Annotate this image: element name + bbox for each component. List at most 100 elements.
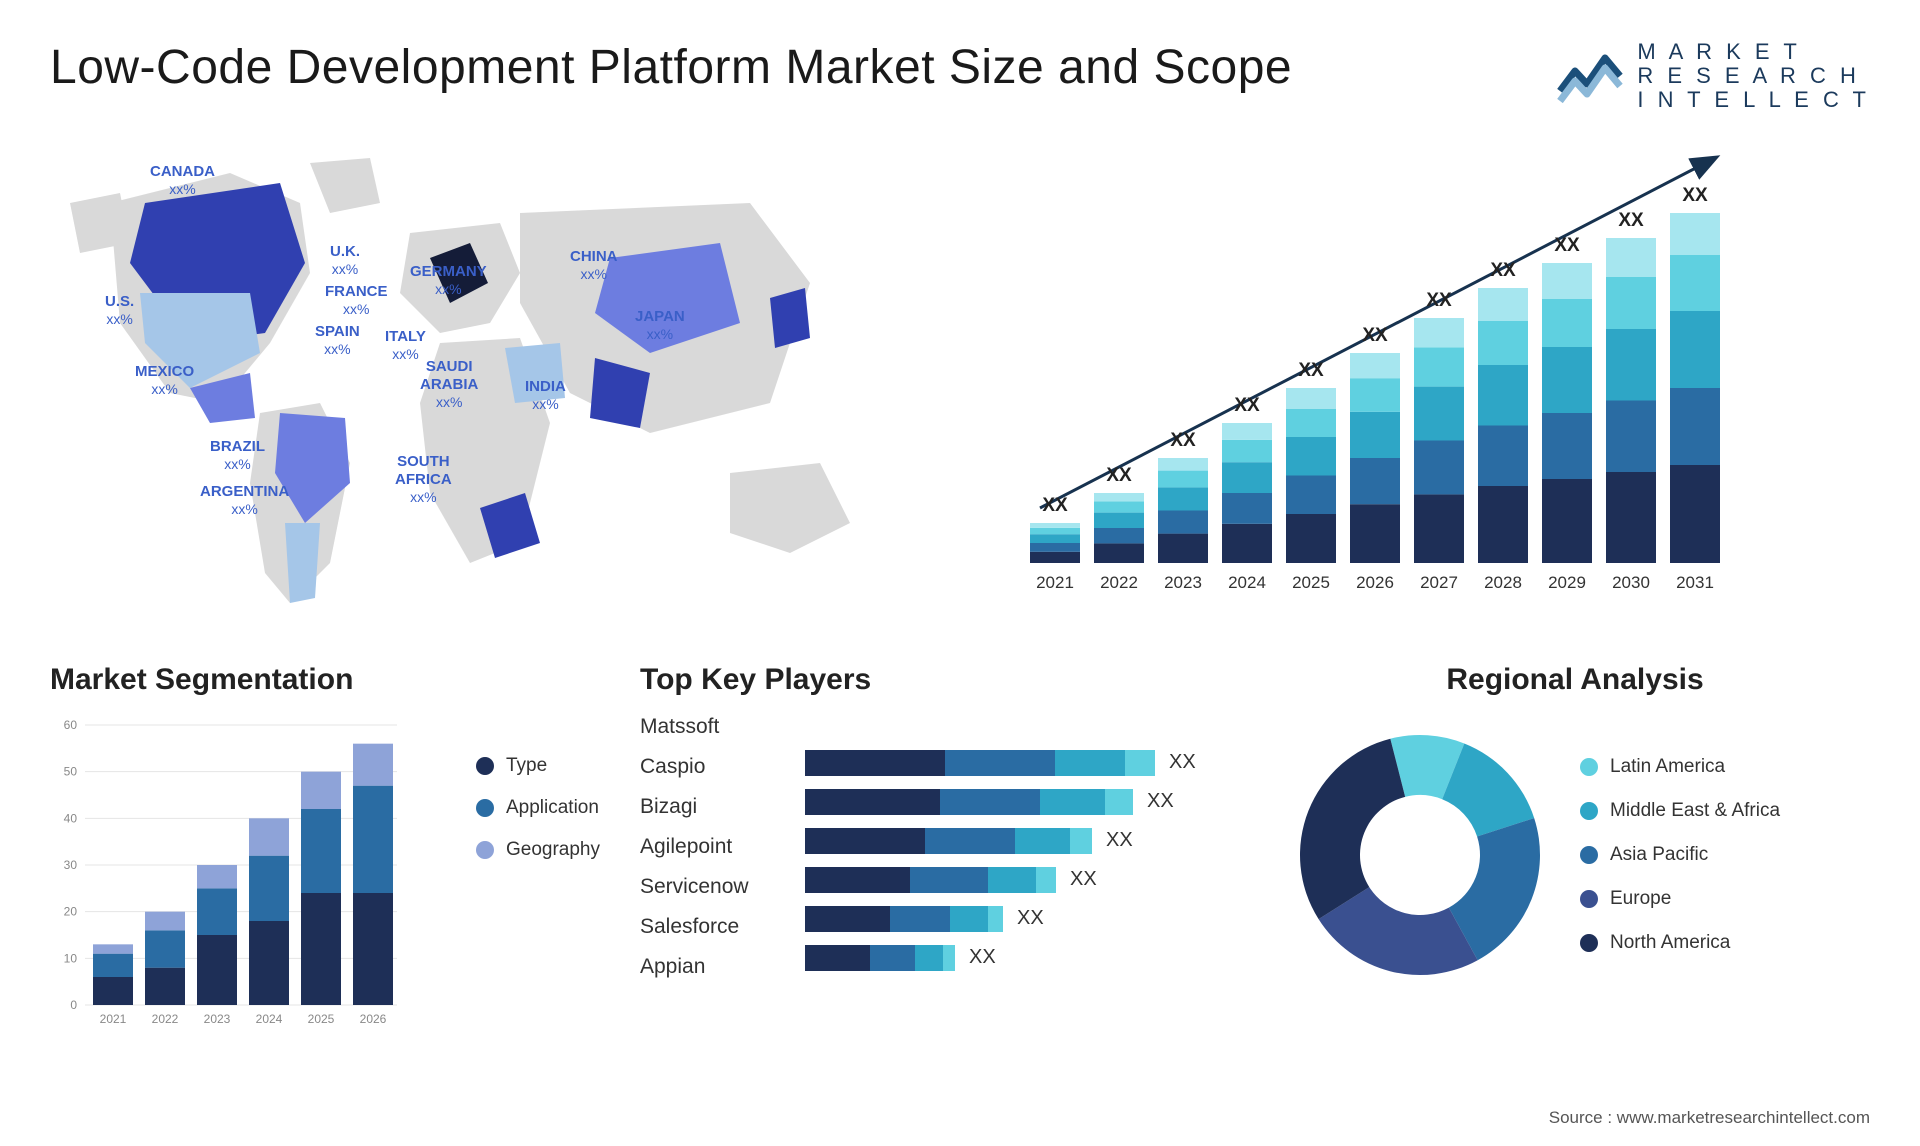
players-title: Top Key Players <box>640 663 1250 697</box>
player-bar-segment <box>910 867 988 893</box>
player-name: Appian <box>640 955 780 979</box>
legend-swatch <box>476 841 494 859</box>
player-value: XX <box>969 946 996 969</box>
regional-title: Regional Analysis <box>1280 663 1870 697</box>
svg-text:2025: 2025 <box>308 1012 335 1026</box>
map-label: MEXICOxx% <box>135 363 194 398</box>
map-label: SPAINxx% <box>315 323 360 358</box>
svg-text:2030: 2030 <box>1612 573 1650 592</box>
player-bar <box>805 789 1133 815</box>
players-bars: XXXXXXXXXXXX <box>805 715 1250 979</box>
svg-text:XX: XX <box>1682 185 1708 206</box>
legend-item: Europe <box>1580 888 1780 910</box>
svg-text:2024: 2024 <box>256 1012 283 1026</box>
svg-text:40: 40 <box>64 811 78 825</box>
svg-text:2021: 2021 <box>100 1012 127 1026</box>
world-map-panel: CANADAxx% U.S.xx% MEXICOxx% BRAZILxx% ARGENT… <box>50 143 970 623</box>
player-name: Agilepoint <box>640 835 780 859</box>
map-label: GERMANYxx% <box>410 263 487 298</box>
svg-text:2026: 2026 <box>360 1012 387 1026</box>
legend-label: Latin America <box>1610 756 1725 778</box>
svg-text:2023: 2023 <box>204 1012 231 1026</box>
svg-text:XX: XX <box>1490 260 1516 281</box>
player-value: XX <box>1017 907 1044 930</box>
player-bar-segment <box>988 906 1003 932</box>
segmentation-legend: Type Application Geography <box>476 755 600 861</box>
svg-text:10: 10 <box>64 951 78 965</box>
map-label: SOUTHAFRICAxx% <box>395 453 452 506</box>
legend-swatch <box>1580 846 1598 864</box>
regional-legend: Latin America Middle East & Africa Asia Pa… <box>1580 756 1780 954</box>
legend-swatch <box>476 757 494 775</box>
svg-text:2023: 2023 <box>1164 573 1202 592</box>
player-bar-segment <box>805 828 925 854</box>
player-bar-segment <box>805 789 940 815</box>
legend-item: Asia Pacific <box>1580 844 1780 866</box>
player-name: Salesforce <box>640 915 780 939</box>
growth-stacked-bar-chart: XX2021XX2022XX2023XX2024XX2025XX2026XX20… <box>1000 143 1860 623</box>
player-bar <box>805 867 1056 893</box>
player-bar-segment <box>870 945 915 971</box>
brand-logo: M A R K E T R E S E A R C H I N T E L L … <box>1555 40 1870 113</box>
player-bar-segment <box>940 789 1040 815</box>
source-text: Source : www.marketresearchintellect.com <box>1549 1108 1870 1128</box>
legend-item: Type <box>476 755 600 777</box>
legend-item: Middle East & Africa <box>1580 800 1780 822</box>
player-name: Bizagi <box>640 795 780 819</box>
svg-text:XX: XX <box>1298 360 1324 381</box>
player-bar-segment <box>1015 828 1070 854</box>
svg-text:XX: XX <box>1234 395 1260 416</box>
map-label: BRAZILxx% <box>210 438 265 473</box>
svg-text:60: 60 <box>64 718 78 732</box>
svg-text:XX: XX <box>1106 465 1132 486</box>
player-bar-row: XX <box>805 945 1250 971</box>
map-label: U.S.xx% <box>105 293 134 328</box>
legend-item: Application <box>476 797 600 819</box>
legend-label: Type <box>506 755 547 777</box>
player-bar-row: XX <box>805 906 1250 932</box>
legend-swatch <box>1580 758 1598 776</box>
svg-text:XX: XX <box>1170 430 1196 451</box>
map-label: CANADAxx% <box>150 163 215 198</box>
svg-text:30: 30 <box>64 858 78 872</box>
legend-item: Geography <box>476 839 600 861</box>
player-bar-segment <box>1036 867 1056 893</box>
players-panel: Top Key Players MatssoftCaspioBizagiAgil… <box>640 663 1250 1035</box>
legend-label: Asia Pacific <box>1610 844 1708 866</box>
svg-text:2022: 2022 <box>1100 573 1138 592</box>
player-value: XX <box>1147 790 1174 813</box>
svg-text:2026: 2026 <box>1356 573 1394 592</box>
player-name: Matssoft <box>640 715 780 739</box>
svg-text:50: 50 <box>64 764 78 778</box>
player-value: XX <box>1070 868 1097 891</box>
legend-swatch <box>1580 890 1598 908</box>
legend-swatch <box>476 799 494 817</box>
logo-icon <box>1555 46 1625 106</box>
player-bar-segment <box>988 867 1036 893</box>
player-bar-segment <box>950 906 988 932</box>
legend-label: Geography <box>506 839 600 861</box>
map-label: ARGENTINAxx% <box>200 483 289 518</box>
segmentation-panel: Market Segmentation 01020304050602021202… <box>50 663 610 1035</box>
player-bar <box>805 750 1155 776</box>
svg-text:XX: XX <box>1554 235 1580 256</box>
svg-text:2021: 2021 <box>1036 573 1074 592</box>
player-bar <box>805 906 1003 932</box>
segmentation-stacked-bar-chart: 0102030405060202120222023202420252026 <box>50 715 420 1035</box>
map-label: FRANCExx% <box>325 283 388 318</box>
legend-label: Middle East & Africa <box>1610 800 1780 822</box>
svg-text:2022: 2022 <box>152 1012 179 1026</box>
svg-text:2025: 2025 <box>1292 573 1330 592</box>
svg-text:2028: 2028 <box>1484 573 1522 592</box>
player-bar-segment <box>805 750 945 776</box>
player-bar-segment <box>915 945 943 971</box>
svg-text:XX: XX <box>1362 325 1388 346</box>
player-bar-segment <box>805 945 870 971</box>
player-bar-segment <box>945 750 1055 776</box>
svg-text:XX: XX <box>1426 290 1452 311</box>
regional-panel: Regional Analysis Latin America Middle Ea… <box>1280 663 1870 1035</box>
player-bar-segment <box>1040 789 1105 815</box>
logo-line1: M A R K E T <box>1637 40 1870 64</box>
svg-text:2029: 2029 <box>1548 573 1586 592</box>
legend-item: North America <box>1580 932 1780 954</box>
